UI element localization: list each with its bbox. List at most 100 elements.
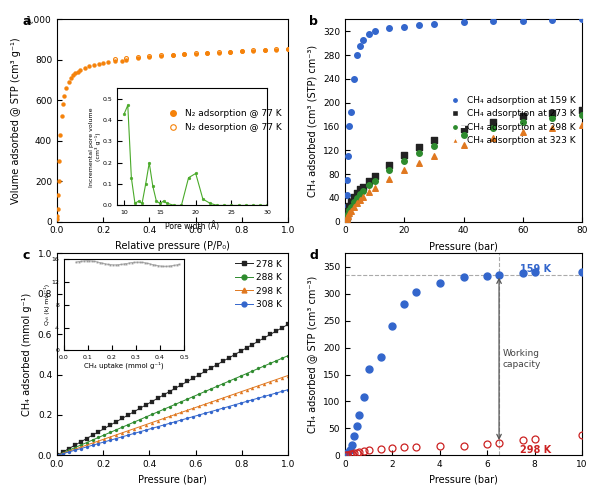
298 K: [231, 391, 238, 397]
308 K: [255, 395, 262, 401]
298 K: [243, 387, 250, 393]
308 K: [214, 407, 221, 413]
298 K: [101, 436, 108, 442]
Point: [414, 159, 424, 167]
288 K: [148, 412, 155, 417]
278 K: [107, 422, 114, 428]
288 K: [261, 363, 268, 369]
308 K: [101, 439, 108, 445]
298 K: [272, 376, 280, 382]
Point: [340, 217, 350, 225]
Point: [488, 124, 498, 131]
X-axis label: Relative pressure (P/P₀): Relative pressure (P/P₀): [115, 241, 230, 251]
278 K: [202, 369, 209, 375]
Point: [414, 150, 424, 157]
Point: [518, 129, 527, 136]
298 K: [249, 385, 256, 391]
278 K: [208, 365, 215, 371]
288 K: [59, 450, 67, 456]
298 K: [136, 424, 143, 430]
288 K: [255, 366, 262, 372]
Point: [459, 19, 469, 26]
298 K: [225, 393, 232, 399]
308 K: [65, 449, 73, 455]
298 K: [190, 405, 197, 411]
Point: [342, 214, 352, 222]
308 K: [237, 400, 244, 406]
288 K: [113, 427, 120, 433]
Point: [414, 143, 424, 151]
278 K: [59, 449, 67, 455]
Point: [577, 112, 587, 119]
288 K: [237, 373, 244, 379]
288 K: [225, 378, 232, 384]
308 K: [113, 435, 120, 441]
Text: c: c: [22, 249, 30, 262]
298 K: [119, 430, 126, 436]
Point: [344, 209, 354, 217]
288 K: [249, 368, 256, 374]
Point: [346, 207, 356, 215]
288 K: [243, 371, 250, 376]
288 K: [202, 389, 209, 394]
288 K: [166, 404, 173, 410]
288 K: [71, 445, 79, 450]
298 K: [202, 401, 209, 407]
Point: [340, 217, 350, 225]
Line: 298 K: 298 K: [55, 374, 290, 457]
278 K: [113, 419, 120, 425]
288 K: [178, 399, 185, 405]
Text: d: d: [310, 249, 319, 262]
278 K: [53, 452, 61, 458]
Point: [385, 161, 394, 169]
Point: [577, 106, 587, 114]
308 K: [172, 419, 179, 425]
Y-axis label: Volume adsorbed @ STP (cm³ g⁻¹): Volume adsorbed @ STP (cm³ g⁻¹): [11, 37, 21, 204]
298 K: [178, 410, 185, 415]
298 K: [71, 446, 79, 452]
278 K: [231, 352, 238, 357]
278 K: [124, 412, 131, 418]
Point: [343, 210, 352, 218]
Point: [370, 185, 379, 192]
298 K: [214, 397, 221, 403]
Text: 159 K: 159 K: [520, 264, 551, 274]
Y-axis label: CH₄ adsorbed (mmol g⁻¹): CH₄ adsorbed (mmol g⁻¹): [22, 293, 32, 416]
Point: [343, 176, 352, 184]
288 K: [278, 356, 286, 361]
288 K: [89, 437, 96, 443]
278 K: [172, 385, 179, 391]
Point: [343, 152, 353, 160]
Point: [344, 123, 354, 131]
Point: [341, 217, 350, 225]
Point: [342, 191, 352, 199]
Point: [358, 187, 368, 195]
Point: [385, 175, 394, 183]
Point: [342, 213, 352, 221]
Point: [577, 121, 587, 129]
Point: [340, 216, 350, 224]
Point: [364, 177, 373, 185]
Point: [488, 118, 498, 126]
278 K: [154, 395, 161, 401]
298 K: [266, 379, 274, 385]
Point: [429, 136, 439, 144]
Point: [343, 207, 353, 215]
Point: [343, 212, 353, 220]
278 K: [142, 402, 149, 408]
Point: [548, 124, 557, 132]
308 K: [184, 415, 191, 421]
Point: [577, 16, 587, 23]
298 K: [219, 395, 226, 401]
Point: [352, 199, 362, 207]
288 K: [266, 360, 274, 366]
288 K: [219, 381, 226, 387]
Text: b: b: [310, 16, 319, 28]
Point: [341, 203, 351, 210]
298 K: [124, 428, 131, 434]
278 K: [166, 389, 173, 394]
298 K: [184, 408, 191, 413]
Point: [341, 210, 350, 218]
308 K: [142, 427, 149, 433]
288 K: [190, 393, 197, 399]
